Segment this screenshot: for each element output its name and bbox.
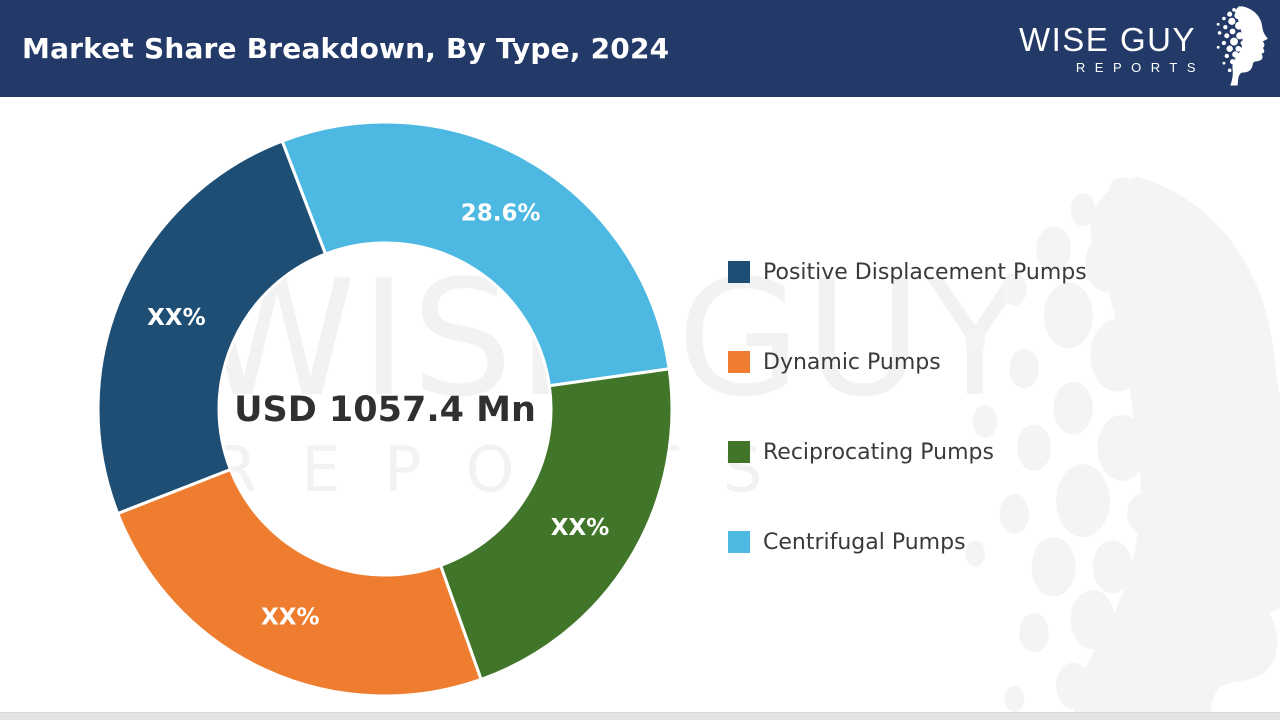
donut-chart: 28.6% XX% XX% XX% USD 1057.4 Mn — [96, 120, 674, 698]
legend: Positive Displacement Pumps Dynamic Pump… — [728, 260, 1087, 620]
wiseguy-face-icon — [1216, 6, 1268, 86]
footer-bar — [0, 712, 1280, 720]
slice-label-positive-displacement-pumps: XX% — [147, 305, 206, 331]
chart-title: Market Share Breakdown, By Type, 2024 — [22, 32, 670, 65]
legend-swatch — [728, 441, 750, 463]
header-bar: Market Share Breakdown, By Type, 2024 WI… — [0, 0, 1280, 97]
legend-item-positive-displacement-pumps: Positive Displacement Pumps — [728, 259, 1087, 285]
legend-item-label: Dynamic Pumps — [763, 349, 941, 375]
donut-segment-centrifugal-pumps — [280, 120, 671, 388]
legend-swatch — [728, 351, 750, 373]
slice-label-dynamic-pumps: XX% — [261, 604, 320, 630]
legend-swatch — [728, 531, 750, 553]
legend-item-label: Reciprocating Pumps — [763, 439, 994, 465]
legend-item-label: Centrifugal Pumps — [763, 529, 966, 555]
donut-segment-dynamic-pumps — [116, 467, 483, 698]
legend-item-centrifugal-pumps: Centrifugal Pumps — [728, 529, 1087, 555]
legend-item-reciprocating-pumps: Reciprocating Pumps — [728, 439, 1087, 465]
donut-center-value: USD 1057.4 Mn — [234, 390, 536, 430]
logo-brand-subtext: REPORTS — [1075, 60, 1205, 75]
logo-brand-text: WISE GUY — [1018, 21, 1196, 58]
slice-label-centrifugal-pumps: 28.6% — [461, 201, 541, 227]
legend-item-label: Positive Displacement Pumps — [763, 259, 1087, 285]
wiseguy-logo: WISE GUY REPORTS — [1019, 4, 1270, 87]
donut-segment-positive-displacement-pumps — [96, 139, 328, 516]
slice-label-reciprocating-pumps: XX% — [551, 515, 610, 541]
donut-segment-reciprocating-pumps — [439, 367, 674, 681]
legend-swatch — [728, 261, 750, 283]
legend-item-dynamic-pumps: Dynamic Pumps — [728, 349, 1087, 375]
